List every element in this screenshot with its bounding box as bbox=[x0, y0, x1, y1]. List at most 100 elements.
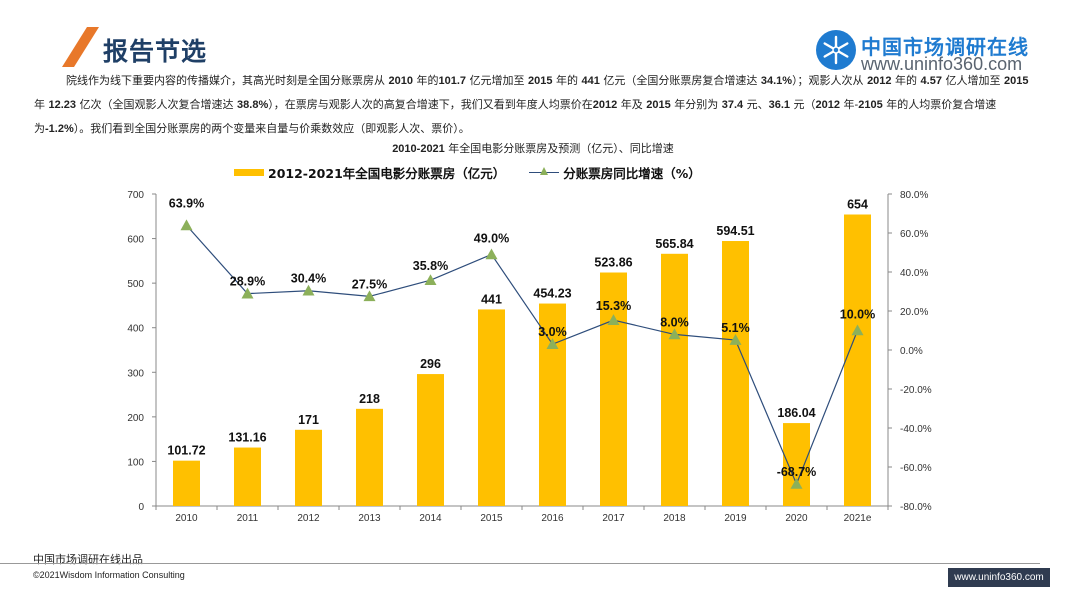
brand-url[interactable]: www.uninfo360.com bbox=[861, 54, 1023, 74]
footer-publisher: 中国市场调研在线出品 bbox=[33, 553, 143, 566]
paragraph-text: 元、 bbox=[743, 98, 769, 111]
bar-value-label: 565.84 bbox=[655, 237, 693, 251]
paragraph-figure: -1.2% bbox=[45, 123, 74, 135]
paragraph-text: ）。我们看到全国分账票房的两个变量来自量与价乘数效应（即观影人次、票价）。 bbox=[73, 122, 470, 135]
growth-marker-2011 bbox=[241, 287, 254, 299]
bar-value-label: 441 bbox=[481, 292, 502, 306]
snowflake-logo-icon bbox=[816, 30, 856, 70]
growth-marker-2013 bbox=[363, 290, 376, 302]
bar-value-label: 523.86 bbox=[594, 256, 632, 270]
bar-2014 bbox=[417, 374, 444, 506]
chart-title-years: 2010-2021 bbox=[392, 143, 445, 155]
paragraph-figure: 2010 bbox=[388, 75, 413, 87]
growth-value-label: 3.0% bbox=[538, 325, 567, 339]
x-tick-label: 2019 bbox=[724, 513, 747, 524]
paragraph-text: 元（ bbox=[790, 98, 816, 111]
paragraph-text: 年的 bbox=[552, 74, 582, 87]
growth-marker-2020 bbox=[790, 477, 803, 489]
paragraph-figure: 2012 bbox=[815, 99, 841, 111]
growth-marker-2010 bbox=[180, 219, 193, 231]
bar-2010 bbox=[173, 460, 200, 506]
bar-2019 bbox=[722, 241, 749, 506]
left-y-tick-label: 300 bbox=[127, 368, 144, 379]
growth-value-label: 5.1% bbox=[721, 321, 750, 335]
bar-value-label: 654 bbox=[847, 198, 868, 212]
growth-value-label: 63.9% bbox=[169, 196, 204, 210]
growth-marker-2015 bbox=[485, 248, 498, 260]
paragraph-figure: 36.1 bbox=[768, 99, 791, 111]
paragraph-figure: 2015 bbox=[528, 75, 553, 87]
bar-2012 bbox=[295, 429, 322, 506]
footer-url-badge[interactable]: www.uninfo360.com bbox=[948, 568, 1050, 587]
growth-rate-line bbox=[186, 224, 859, 486]
growth-value-label: 35.8% bbox=[413, 259, 448, 273]
growth-marker-2017 bbox=[607, 314, 620, 325]
growth-marker-2021e bbox=[851, 324, 864, 336]
paragraph-text: 亿元（全国分账票房复合增速达 bbox=[599, 74, 761, 87]
growth-marker-2014 bbox=[424, 274, 437, 285]
paragraph-figure: 101.7 bbox=[438, 75, 467, 87]
bar-value-label: 594.51 bbox=[716, 224, 754, 238]
bar-2020 bbox=[783, 423, 810, 506]
paragraph-text: 年 bbox=[34, 98, 49, 111]
bar-value-label: 131.16 bbox=[228, 431, 266, 445]
left-y-tick-label: 600 bbox=[127, 235, 144, 246]
paragraph-figure: 441 bbox=[581, 75, 600, 87]
growth-value-label: 8.0% bbox=[660, 315, 689, 329]
report-paragraph: 院线作为线下重要内容的传播媒介，其高光时刻是全国分账票房从 2010 年的101… bbox=[34, 69, 1034, 141]
right-y-tick-label: 0.0% bbox=[900, 346, 923, 357]
x-tick-label: 2016 bbox=[541, 513, 564, 524]
right-y-tick-label: 40.0% bbox=[900, 268, 928, 279]
brand-name: 中国市场调研在线 bbox=[861, 35, 1029, 59]
bar-2018 bbox=[661, 253, 688, 506]
left-y-tick-label: 0 bbox=[138, 502, 144, 513]
growth-value-label: 49.0% bbox=[474, 231, 509, 245]
legend-bar-label: 2012-2021年全国电影分账票房（亿元） bbox=[268, 165, 506, 181]
paragraph-text: 年及 bbox=[617, 98, 647, 111]
right-y-tick-label: -40.0% bbox=[900, 424, 932, 435]
bar-2013 bbox=[356, 408, 383, 506]
bar-2015 bbox=[478, 309, 505, 506]
x-tick-label: 2015 bbox=[480, 513, 503, 524]
right-y-tick-label: 80.0% bbox=[900, 190, 928, 201]
paragraph-text: 年分别为 bbox=[670, 98, 722, 111]
growth-marker-2012 bbox=[302, 284, 315, 296]
growth-value-label: 27.5% bbox=[352, 277, 387, 291]
right-y-tick-label: -60.0% bbox=[900, 463, 932, 474]
chart-legend: 2012-2021年全国电影分账票房（亿元） 分账票房同比增速（%） bbox=[234, 163, 701, 181]
left-y-tick-label: 200 bbox=[127, 413, 144, 424]
chart-title: 2010-2021 年全国电影分账票房及预测（亿元）、同比增速 bbox=[0, 140, 1066, 156]
x-tick-label: 2020 bbox=[785, 513, 808, 524]
x-tick-label: 2014 bbox=[419, 513, 442, 524]
growth-value-label: 15.3% bbox=[596, 299, 631, 313]
paragraph-figure: 2012 bbox=[592, 99, 618, 111]
page-title: 报告节选 bbox=[103, 37, 208, 66]
paragraph-figure: 2105 bbox=[858, 99, 883, 111]
growth-value-label: 10.0% bbox=[840, 308, 875, 322]
right-y-tick-label: 20.0% bbox=[900, 307, 928, 318]
paragraph-figure: 37.4 bbox=[721, 99, 744, 111]
paragraph-figure: 12.23 bbox=[48, 99, 77, 111]
footer-divider bbox=[0, 563, 1040, 564]
bar-value-label: 101.72 bbox=[167, 444, 205, 458]
paragraph-text: 年的 bbox=[891, 74, 921, 87]
left-y-tick-label: 400 bbox=[127, 324, 144, 335]
legend-line-label: 分账票房同比增速（%） bbox=[563, 165, 701, 181]
left-y-tick-label: 100 bbox=[127, 457, 144, 468]
right-y-tick-label: -20.0% bbox=[900, 385, 932, 396]
x-tick-label: 2021e bbox=[844, 513, 872, 524]
paragraph-figure: 38.8% bbox=[237, 99, 269, 111]
x-tick-label: 2017 bbox=[602, 513, 625, 524]
paragraph-text: 院线作为线下重要内容的传播媒介，其高光时刻是全国分账票房从 bbox=[66, 74, 389, 87]
growth-marker-2019 bbox=[729, 334, 742, 345]
paragraph-text: 年- bbox=[840, 98, 859, 111]
legend-line-swatch bbox=[529, 166, 560, 178]
paragraph-text: 年的人均票价复合增速为 bbox=[34, 98, 997, 135]
x-tick-label: 2010 bbox=[175, 513, 198, 524]
bar-value-label: 171 bbox=[298, 413, 319, 427]
x-tick-label: 2011 bbox=[237, 513, 259, 524]
bar-value-label: 218 bbox=[359, 392, 380, 406]
paragraph-text: 年的 bbox=[412, 74, 439, 87]
bar-2016 bbox=[539, 303, 566, 506]
